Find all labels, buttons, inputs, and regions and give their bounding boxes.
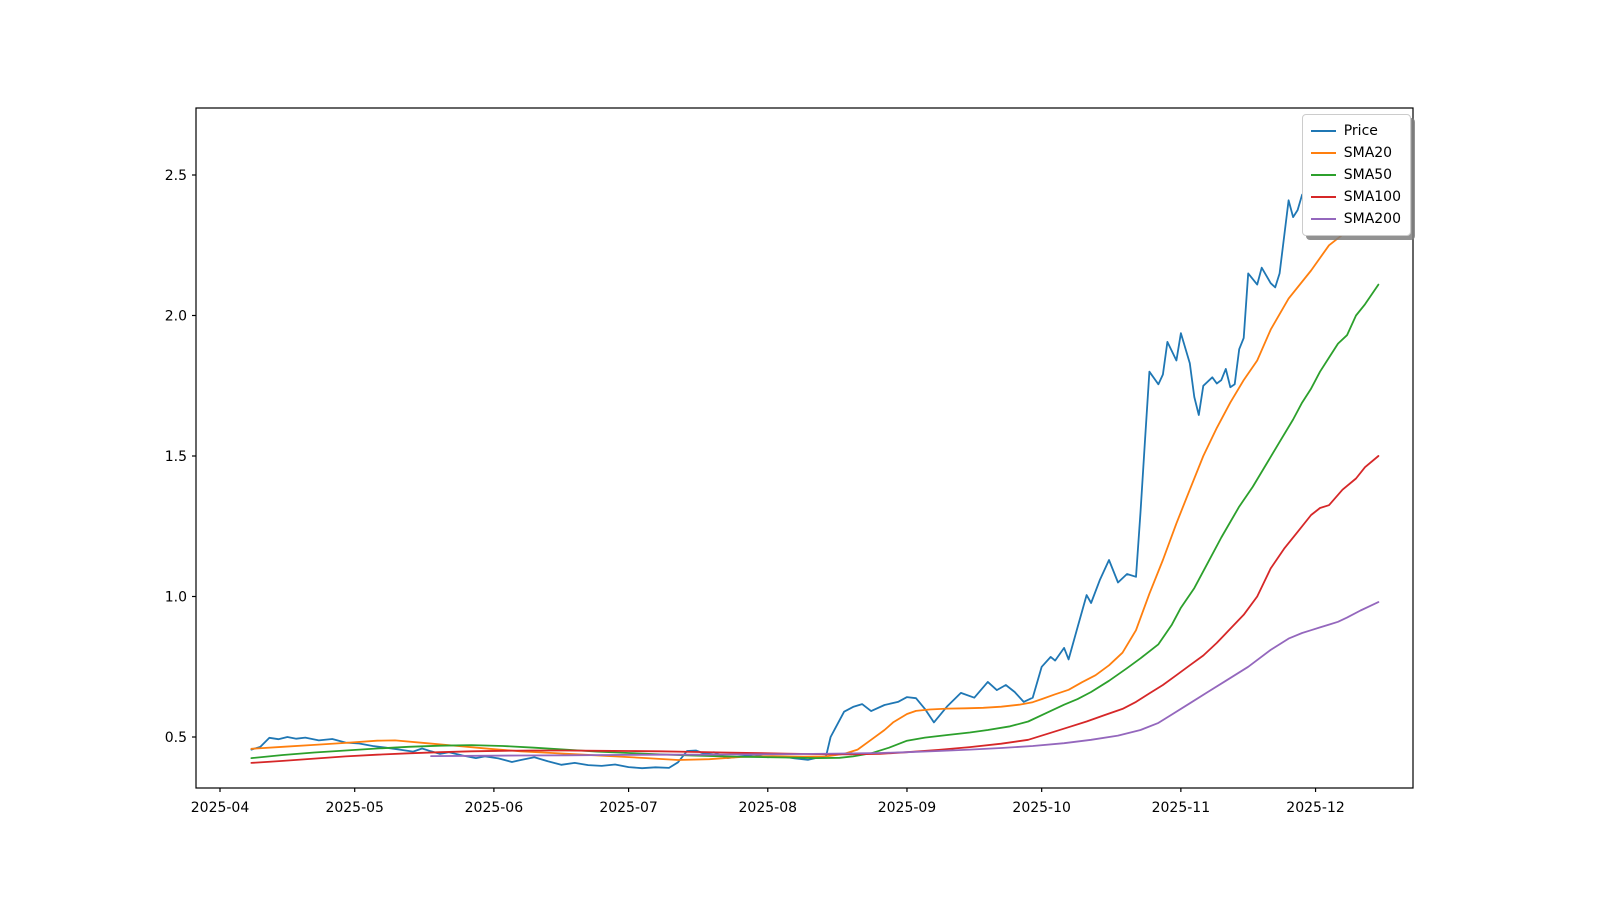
series-line-sma100 xyxy=(250,455,1380,764)
plot-border xyxy=(195,107,1414,789)
legend-label-sma50: SMA50 xyxy=(1343,167,1393,183)
legend-label-sma200: SMA200 xyxy=(1343,211,1401,227)
sma100-line-swatch-icon xyxy=(1310,196,1336,198)
sma20-line-swatch-icon xyxy=(1310,152,1336,154)
chart-legend: Price SMA20 SMA50 SMA100 SMA200 xyxy=(1301,114,1411,236)
legend-item-sma100: SMA100 xyxy=(1310,187,1401,207)
legend-label-sma100: SMA100 xyxy=(1343,189,1401,205)
x-tick-label: 2025-12 xyxy=(1286,800,1345,816)
legend-item-sma200: SMA200 xyxy=(1310,209,1401,229)
series-line-sma20 xyxy=(250,213,1380,761)
y-tick-label: 2.0 xyxy=(165,309,187,325)
x-tick-label: 2025-04 xyxy=(191,800,250,816)
y-tick-label: 0.5 xyxy=(165,730,187,746)
legend-item-price: Price xyxy=(1310,121,1401,141)
x-tick-label: 2025-10 xyxy=(1012,800,1071,816)
legend-label-price: Price xyxy=(1343,123,1378,139)
x-tick-label: 2025-08 xyxy=(739,800,798,816)
y-tick-label: 1.5 xyxy=(165,449,187,465)
x-tick-label: 2025-07 xyxy=(599,800,658,816)
y-tick-label: 2.5 xyxy=(165,168,187,184)
x-tick-label: 2025-06 xyxy=(465,800,524,816)
price-line-swatch-icon xyxy=(1310,130,1336,132)
y-tick-label: 1.0 xyxy=(165,590,187,606)
x-tick-label: 2025-05 xyxy=(325,800,384,816)
legend-label-sma20: SMA20 xyxy=(1343,145,1393,161)
series-line-price xyxy=(250,193,1380,770)
x-tick-label: 2025-11 xyxy=(1152,800,1211,816)
sma200-line-swatch-icon xyxy=(1310,218,1336,220)
sma50-line-swatch-icon xyxy=(1310,174,1336,176)
legend-item-sma50: SMA50 xyxy=(1310,165,1401,185)
legend-item-sma20: SMA20 xyxy=(1310,143,1401,163)
series-line-sma50 xyxy=(250,283,1380,759)
x-tick-label: 2025-09 xyxy=(878,800,937,816)
series-line-sma200 xyxy=(430,601,1380,757)
